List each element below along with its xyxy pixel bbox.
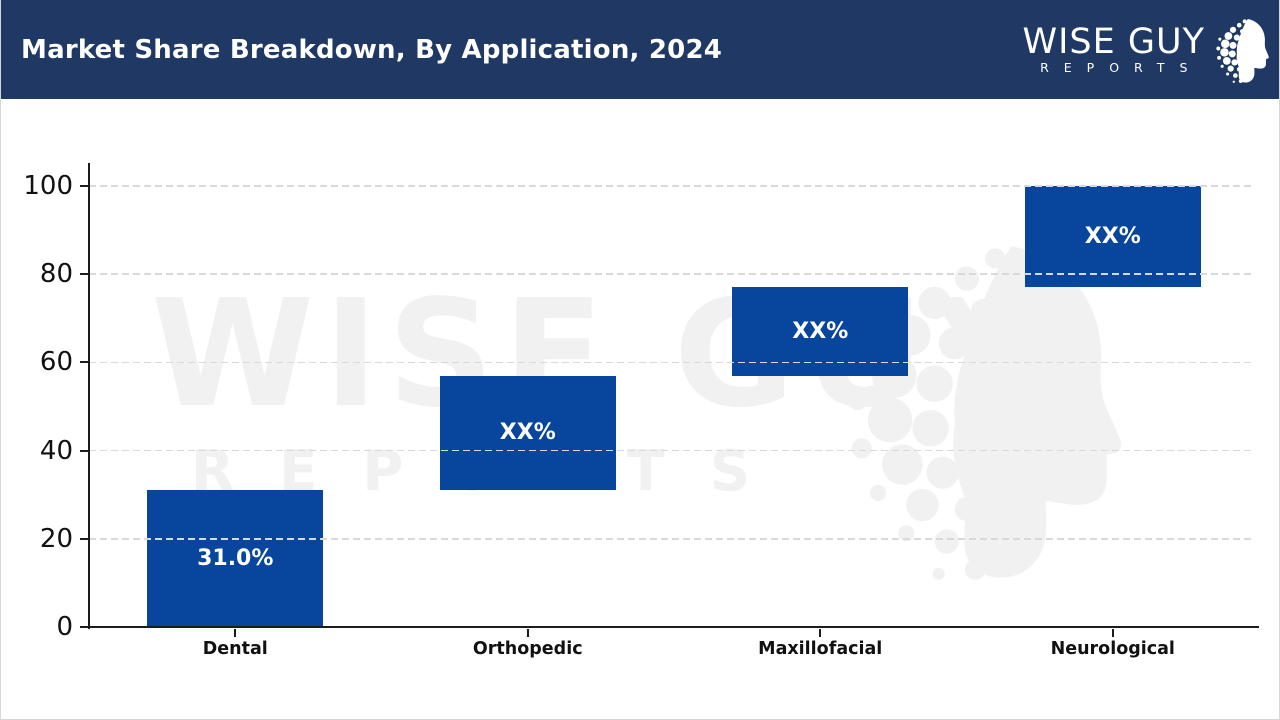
xtick-orthopedic (526, 629, 529, 637)
ytick-label-40: 40 (39, 435, 73, 466)
x-axis-spine (87, 625, 1259, 629)
ytick-80 (80, 273, 88, 276)
bar-orthopedic: XX% (439, 375, 616, 491)
ytick-100 (80, 185, 88, 187)
bar-neurological: XX% (1024, 186, 1201, 288)
gridline-100 (89, 185, 1254, 187)
brand-subname: REPORTS (1040, 60, 1203, 76)
ytick-40 (80, 449, 88, 452)
category-label-orthopedic: Orthopedic (472, 639, 583, 659)
gridline-80 (89, 273, 1254, 275)
bar-value-label-neurological: XX% (1084, 224, 1141, 250)
category-label-neurological: Neurological (1050, 639, 1175, 659)
ytick-label-80: 80 (39, 259, 73, 290)
gridline-40 (89, 449, 1254, 452)
category-label-maxillofacial: Maxillofacial (758, 639, 883, 659)
bar-dental: 31.0% (147, 490, 324, 627)
gridline-20 (89, 538, 1254, 540)
bar-value-label-orthopedic: XX% (499, 420, 556, 446)
ytick-0 (80, 626, 88, 628)
gridline-60 (89, 361, 1254, 364)
ytick-60 (80, 361, 88, 364)
brand-logo-text: WISE GUY REPORTS (1022, 21, 1205, 76)
xtick-maxillofacial (819, 629, 822, 637)
bar-value-label-maxillofacial: XX% (792, 319, 849, 345)
page-title: Market Share Breakdown, By Application, … (21, 34, 723, 65)
brand-head-icon (1216, 18, 1269, 83)
brand-logo: WISE GUY REPORTS (1022, 0, 1271, 99)
ytick-label-100: 100 (23, 171, 73, 201)
bar-maxillofacial: XX% (732, 287, 909, 376)
xtick-neurological (1111, 629, 1114, 637)
ytick-label-60: 60 (39, 347, 73, 378)
header-bar: Market Share Breakdown, By Application, … (1, 0, 1279, 99)
xtick-dental (234, 629, 237, 637)
ytick-20 (80, 537, 88, 540)
category-label-dental: Dental (202, 639, 268, 659)
bar-value-label-dental: 31.0% (197, 546, 274, 572)
ytick-label-20: 20 (39, 523, 73, 554)
y-axis-spine (88, 163, 90, 629)
ytick-label-0: 0 (56, 612, 73, 642)
brand-name: WISE GUY (1022, 21, 1205, 62)
